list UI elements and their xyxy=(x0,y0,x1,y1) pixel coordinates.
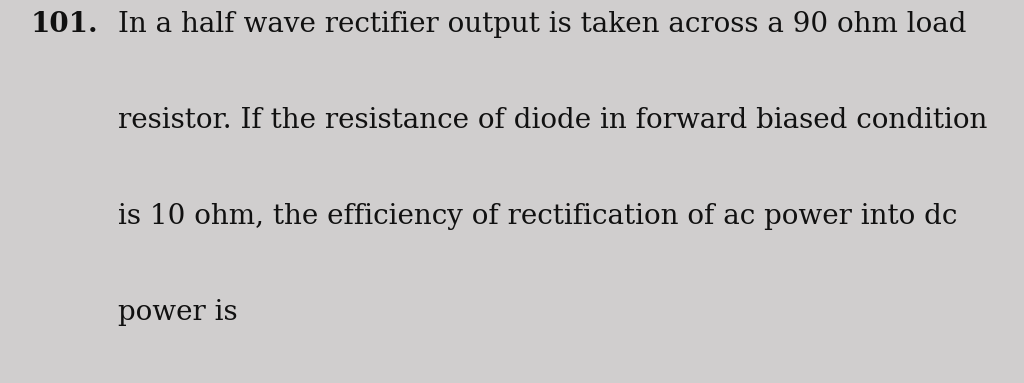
Text: is 10 ohm, the efficiency of rectification of ac power into dc: is 10 ohm, the efficiency of rectificati… xyxy=(118,203,957,230)
Text: In a half wave rectifier output is taken across a 90 ohm load: In a half wave rectifier output is taken… xyxy=(118,11,967,38)
Text: 101.: 101. xyxy=(31,11,98,38)
Text: power is: power is xyxy=(118,299,238,326)
Text: resistor. If the resistance of diode in forward biased condition: resistor. If the resistance of diode in … xyxy=(118,107,987,134)
